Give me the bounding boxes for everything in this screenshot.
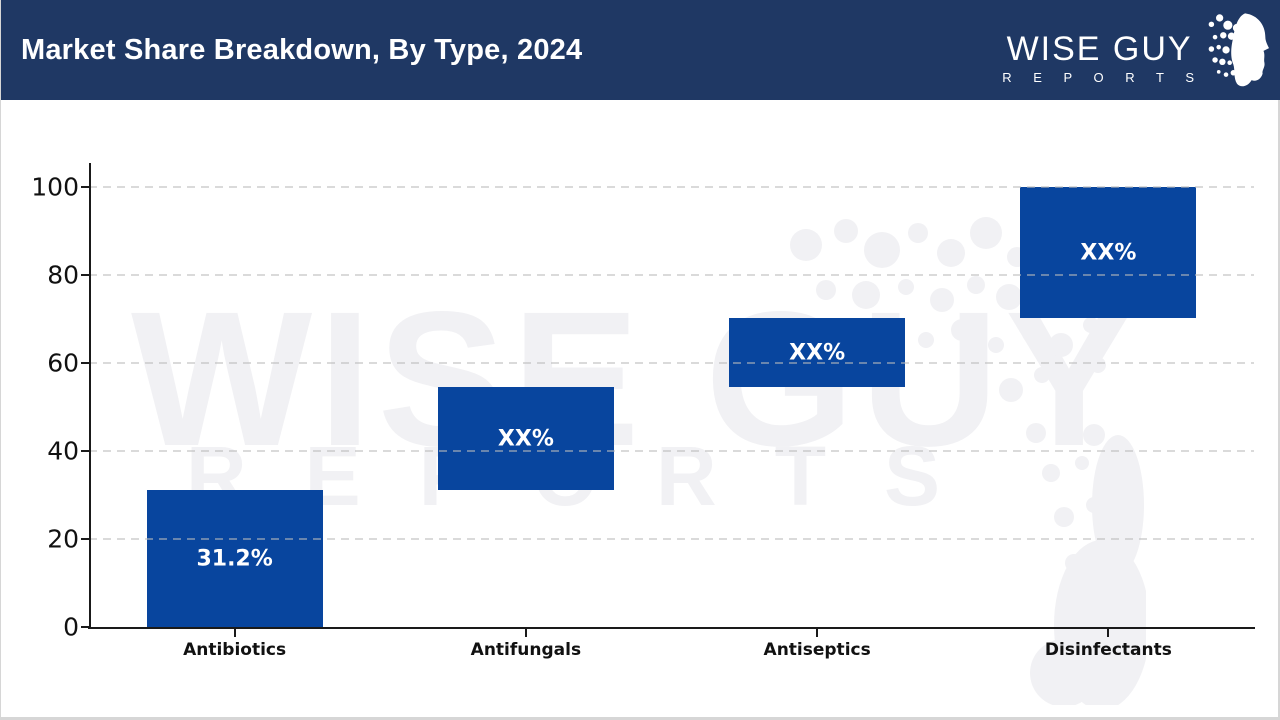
brand-logo-text: WISE GUY R E P O R T S: [996, 32, 1203, 85]
y-tick-label: 100: [31, 172, 79, 202]
bar-value-label: XX%: [1080, 240, 1137, 266]
x-tick-label: Antifungals: [470, 640, 582, 660]
y-tick-mark: [81, 450, 89, 452]
brand-subtitle: R E P O R T S: [1002, 69, 1203, 85]
y-tick-label: 20: [47, 524, 79, 554]
header-bar: Market Share Breakdown, By Type, 2024 WI…: [1, 0, 1280, 100]
x-axis-spine: [88, 627, 1255, 629]
gridline-100: [89, 186, 1254, 188]
y-tick-label: 80: [47, 260, 79, 290]
brand-logo: WISE GUY R E P O R T S: [996, 8, 1269, 94]
x-tick-mark: [524, 629, 527, 637]
y-tick-mark: [81, 626, 89, 628]
gridline-40: [89, 450, 1254, 452]
bar-disinfectants: [1020, 187, 1197, 318]
bar-value-label: 31.2%: [196, 546, 273, 572]
bar-antifungals: [437, 387, 614, 490]
y-tick-mark: [81, 274, 89, 276]
gridline-80: [89, 274, 1254, 276]
y-tick-mark: [81, 186, 89, 188]
y-tick-label: 60: [47, 348, 79, 378]
bar-value-label: XX%: [497, 426, 554, 452]
gridline-20: [89, 538, 1254, 540]
x-tick-label: Antibiotics: [183, 640, 287, 660]
face-profile-icon: [1205, 8, 1269, 94]
gridline-60: [89, 362, 1254, 364]
y-tick-mark: [81, 538, 89, 540]
x-tick-mark: [1107, 629, 1110, 637]
bar-antiseptics: [729, 317, 906, 388]
y-axis-spine: [89, 163, 91, 629]
y-tick-label: 40: [47, 436, 79, 466]
x-tick-label: Disinfectants: [1044, 640, 1172, 660]
y-tick-label: 0: [63, 612, 79, 642]
y-tick-mark: [81, 362, 89, 364]
bar-value-label: XX%: [789, 340, 846, 366]
chart-title: Market Share Breakdown, By Type, 2024: [21, 33, 583, 66]
x-tick-label: Antiseptics: [763, 640, 871, 660]
x-tick-mark: [233, 629, 236, 637]
watermark-face-dots: [746, 205, 1150, 710]
bar-antibiotics: [146, 489, 323, 627]
brand-name: WISE GUY: [1006, 29, 1193, 68]
x-tick-mark: [816, 629, 819, 637]
